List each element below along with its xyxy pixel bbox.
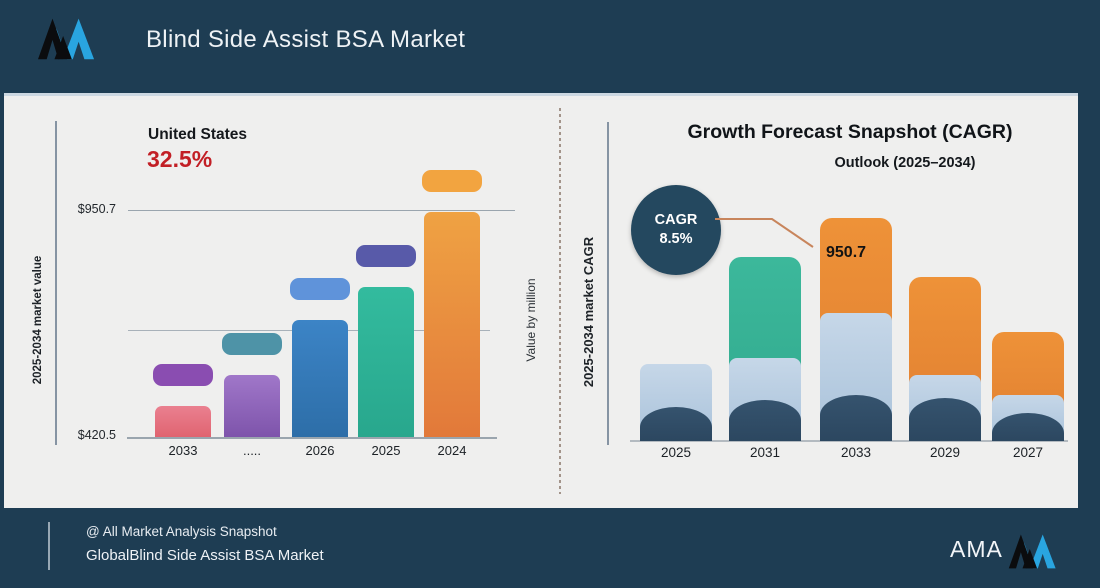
left-x-axis-line: [127, 437, 497, 439]
right-bar-2033-base-segment: [820, 395, 892, 441]
left-bar-2033: [155, 406, 211, 437]
left-x-tick-2026: 2026: [305, 443, 335, 458]
right-chart-title: Growth Forecast Snapshot (CAGR): [687, 121, 1013, 143]
right-x-tick-2027: 2027: [1012, 445, 1044, 460]
page-title: Blind Side Assist BSA Market: [146, 26, 466, 53]
left-x-tick-2033: 2033: [168, 443, 198, 458]
right-bar-2025-base-segment: [640, 407, 712, 441]
bar-annotation-950: 950.7: [826, 244, 867, 261]
footer-tagline: @ All Market Analysis Snapshot: [86, 524, 277, 539]
left-y-tick-bottom: $420.5: [77, 428, 116, 442]
right-x-tick-2031: 2031: [749, 445, 781, 460]
left-bar-2024: [424, 212, 480, 437]
left-bar-cap-2033: [153, 364, 213, 386]
ama-logo-icon: [38, 18, 95, 60]
footer-brand-text: AMA: [950, 536, 1003, 562]
footer-report-name: GlobalBlind Side Assist BSA Market: [86, 547, 324, 564]
left-x-tick-2024: 2024: [437, 443, 467, 458]
right-y-axis-title: 2025-2034 market CAGR: [581, 236, 596, 388]
right-x-axis-line: [630, 440, 1068, 442]
gridline-950: [128, 210, 515, 211]
left-bar-cap-2026: [290, 278, 350, 300]
right-x-tick-2025: 2025: [660, 445, 692, 460]
left-y-axis-title: 2025-2034 market value: [32, 255, 44, 385]
footer-ama-logo-icon: [1008, 534, 1056, 569]
right-bar-2031-base-segment: [729, 400, 801, 441]
left-chart-region-label: United States: [148, 126, 248, 143]
left-bar-2025: [358, 287, 414, 437]
left-right-axis-title: Value by million: [524, 278, 538, 362]
left-x-tick-2025: 2025: [371, 443, 401, 458]
right-bar-2027-base-segment: [992, 413, 1064, 441]
cagr-badge: CAGR 8.5%: [631, 185, 721, 275]
left-chart-share-value: 32.5%: [147, 146, 213, 172]
left-bar-cap-2024: [422, 170, 482, 192]
left-y-axis-line: [55, 121, 57, 445]
right-chart-subtitle: Outlook (2025–2034): [834, 155, 976, 171]
right-bar-2029-base-segment: [909, 398, 981, 441]
footer-divider-rule: [48, 522, 50, 570]
badge-connector-line: [715, 218, 814, 248]
left-x-tick-.....: .....: [242, 443, 262, 458]
cagr-badge-label: CAGR: [654, 212, 698, 228]
left-bar-.....: [224, 375, 280, 437]
right-y-axis-line: [607, 122, 609, 445]
left-bar-2026: [292, 320, 348, 437]
right-x-tick-2029: 2029: [929, 445, 961, 460]
right-x-tick-2033: 2033: [840, 445, 872, 460]
left-bar-cap-2025: [356, 245, 416, 267]
left-y-tick-top: $950.7: [77, 202, 116, 216]
panel-divider: [559, 108, 561, 494]
left-bar-cap-.....: [222, 333, 282, 355]
cagr-badge-value: 8.5%: [659, 231, 693, 247]
